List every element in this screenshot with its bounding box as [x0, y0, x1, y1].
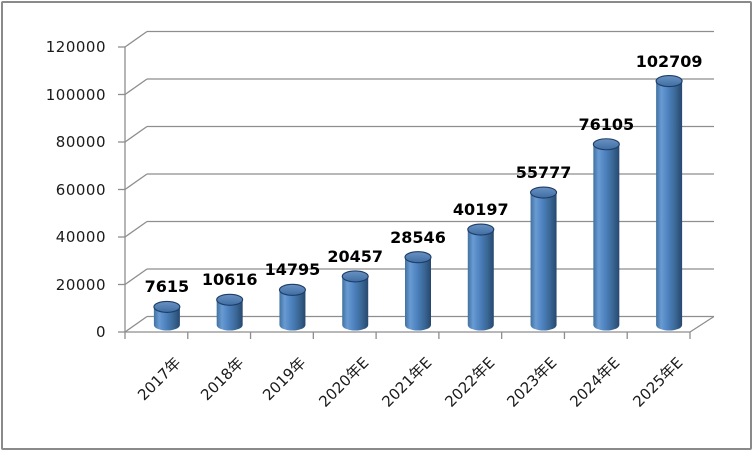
- gridline-depth-segment: [124, 268, 148, 286]
- bar-cylinder-top: [341, 270, 369, 283]
- bar-cylinder-top: [404, 251, 432, 264]
- y-axis-tick-label: 100000: [45, 85, 106, 104]
- bar-cylinder-body: [216, 299, 243, 331]
- bar-data-label: 40197: [452, 200, 509, 220]
- bar-data-label: 10616: [201, 270, 258, 290]
- chart-frame: [1, 1, 752, 450]
- bar-cylinder-body: [342, 276, 369, 331]
- bar-cylinder-body: [153, 306, 180, 331]
- bar-cylinder-top: [278, 283, 306, 296]
- bar-cylinder-top: [216, 293, 244, 306]
- bar-cylinder-body: [405, 257, 431, 331]
- bar-data-label: 14795: [264, 260, 321, 280]
- bar-cylinder-top: [153, 300, 181, 313]
- bar-data-label: 76105: [578, 114, 635, 134]
- bar-data-label: 20457: [327, 246, 384, 266]
- gridline-depth-segment: [124, 30, 148, 48]
- y-axis-tick-label: 0: [95, 323, 106, 341]
- y-axis-tick-label: 80000: [55, 133, 106, 151]
- bar-cylinder-body: [593, 144, 620, 331]
- bar-data-label: 7615: [144, 277, 190, 297]
- y-axis-tick-label: 120000: [45, 38, 106, 56]
- y-axis-tick-label: 40000: [55, 228, 106, 246]
- floor-right-depth-edge: [689, 315, 715, 333]
- bar-cylinder-top: [592, 138, 620, 151]
- y-axis-tick-label: 60000: [55, 180, 106, 199]
- gridline-depth-segment: [124, 220, 148, 238]
- bar-data-label: 28546: [390, 227, 446, 247]
- bar-cylinder-top: [467, 223, 495, 236]
- bar-cylinder-body: [656, 81, 683, 331]
- bar-cylinder-top: [530, 186, 558, 199]
- bar-data-label: 102709: [635, 51, 703, 71]
- gridline-depth-segment: [124, 173, 148, 191]
- bar-cylinder-body: [530, 192, 557, 331]
- gridline-depth-segment: [124, 78, 148, 96]
- bar-cylinder-body: [467, 229, 494, 331]
- gridline-depth-segment: [124, 315, 148, 333]
- y-axis-tick-label: 20000: [55, 275, 106, 294]
- bar-cylinder-top: [655, 75, 683, 88]
- bar-data-label: 55777: [515, 163, 572, 183]
- bar-cylinder-body: [279, 289, 306, 331]
- gridline-depth-segment: [124, 125, 148, 143]
